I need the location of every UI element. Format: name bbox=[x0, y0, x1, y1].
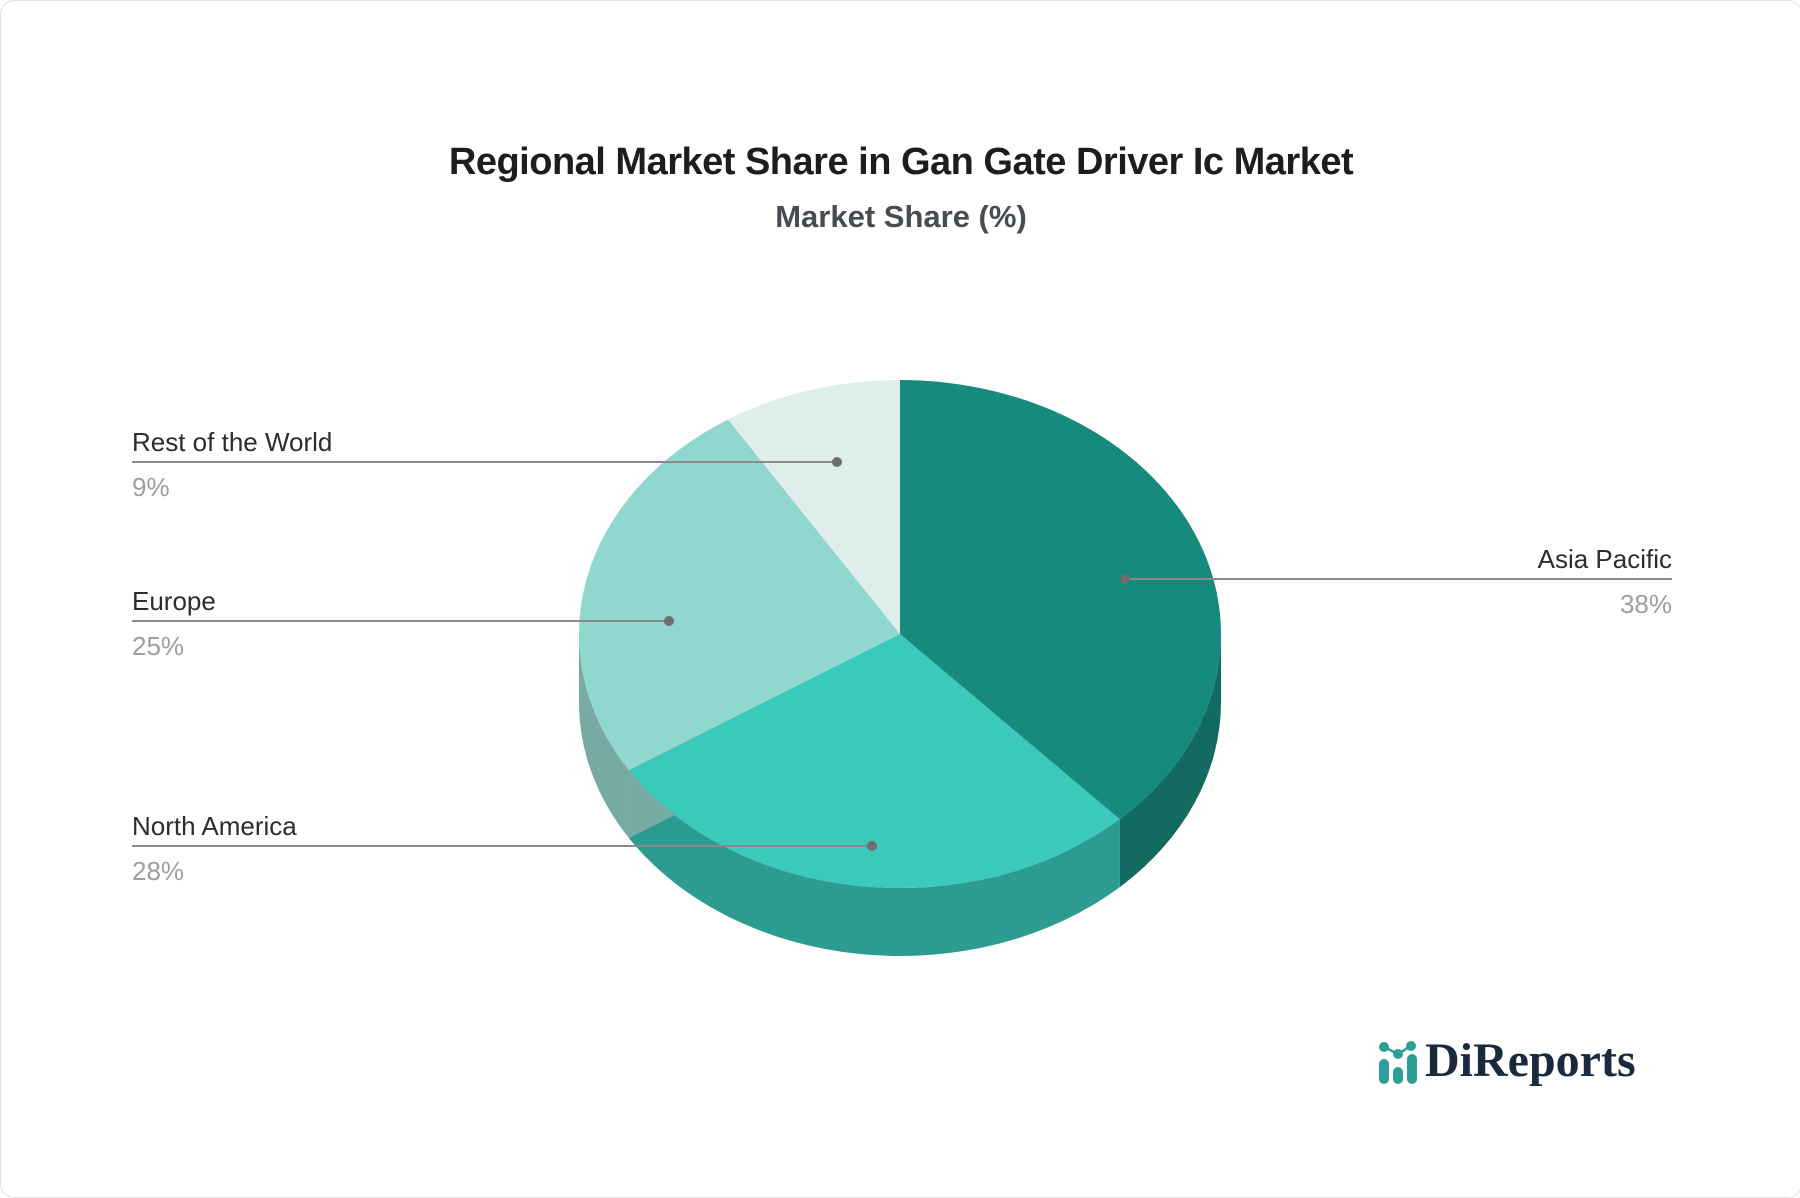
slice-value-asia-pacific: 38% bbox=[1619, 589, 1672, 619]
slice-value-north-america: 28% bbox=[132, 856, 185, 886]
brand-name: DiReports bbox=[1425, 1034, 1636, 1087]
slice-label-europe: Europe bbox=[132, 586, 216, 616]
slice-value-europe: 25% bbox=[132, 631, 185, 661]
pie-side-europe bbox=[579, 634, 629, 839]
pie-slice-north-america bbox=[628, 634, 1120, 889]
slice-label-north-america: North America bbox=[132, 811, 297, 841]
leader-dot-asia-pacific bbox=[1120, 574, 1130, 584]
leader-dot-europe bbox=[664, 616, 674, 626]
pie-slice-rest-of-the-world bbox=[728, 380, 900, 634]
slice-value-rest-of-world: 9% bbox=[132, 472, 170, 502]
chart-title: Regional Market Share in Gan Gate Driver… bbox=[448, 141, 1354, 183]
slice-label-rest-of-world: Rest of the World bbox=[132, 427, 333, 457]
slice-label-asia-pacific: Asia Pacific bbox=[1537, 544, 1672, 574]
leader-dot-rest-of-the-world bbox=[832, 457, 842, 467]
pie-side-asia-pacific bbox=[1119, 634, 1221, 888]
brand-logo: DiReports bbox=[1373, 1035, 1636, 1087]
pie-slice-asia-pacific bbox=[900, 380, 1222, 820]
bar-chart-trend-icon bbox=[1379, 1041, 1417, 1084]
leader-dot-north-america bbox=[867, 841, 877, 851]
chart-subtitle: Market Share (%) bbox=[775, 199, 1027, 234]
pie-slice-europe bbox=[578, 419, 900, 771]
pie-side-north-america bbox=[628, 770, 1120, 957]
